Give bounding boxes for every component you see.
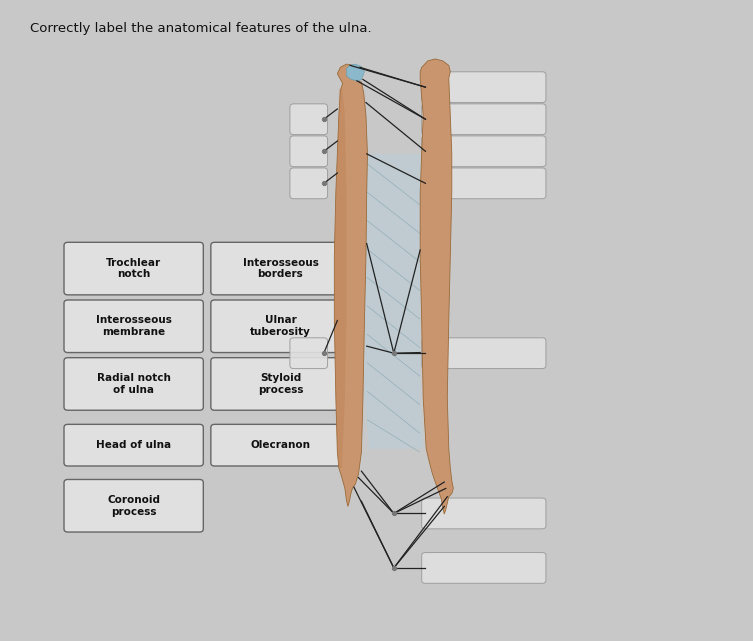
FancyBboxPatch shape [422, 553, 546, 583]
FancyBboxPatch shape [290, 104, 328, 135]
Text: Head of ulna: Head of ulna [96, 440, 171, 450]
FancyBboxPatch shape [64, 300, 203, 353]
FancyBboxPatch shape [422, 168, 546, 199]
FancyBboxPatch shape [211, 358, 350, 410]
FancyBboxPatch shape [211, 424, 350, 466]
FancyBboxPatch shape [290, 136, 328, 167]
FancyBboxPatch shape [422, 498, 546, 529]
FancyBboxPatch shape [64, 479, 203, 532]
FancyBboxPatch shape [290, 168, 328, 199]
FancyBboxPatch shape [422, 72, 546, 103]
FancyBboxPatch shape [211, 300, 350, 353]
Text: Correctly label the anatomical features of the ulna.: Correctly label the anatomical features … [30, 22, 372, 35]
FancyBboxPatch shape [64, 242, 203, 295]
FancyBboxPatch shape [211, 242, 350, 295]
FancyBboxPatch shape [422, 338, 546, 369]
FancyBboxPatch shape [422, 104, 546, 135]
Polygon shape [334, 64, 367, 506]
FancyBboxPatch shape [64, 424, 203, 466]
Text: Coronoid
process: Coronoid process [107, 495, 160, 517]
Text: Styloid
process: Styloid process [258, 373, 303, 395]
FancyBboxPatch shape [422, 136, 546, 167]
Text: Olecranon: Olecranon [251, 440, 310, 450]
Text: Interosseous
membrane: Interosseous membrane [96, 315, 172, 337]
Text: Radial notch
of ulna: Radial notch of ulna [96, 373, 171, 395]
FancyBboxPatch shape [290, 338, 328, 369]
Text: Interosseous
borders: Interosseous borders [242, 258, 319, 279]
Text: Trochlear
notch: Trochlear notch [106, 258, 161, 279]
Polygon shape [364, 154, 423, 449]
FancyBboxPatch shape [64, 358, 203, 410]
Polygon shape [420, 59, 453, 514]
Text: Ulnar
tuberosity: Ulnar tuberosity [250, 315, 311, 337]
Polygon shape [346, 64, 364, 81]
Polygon shape [334, 87, 346, 468]
